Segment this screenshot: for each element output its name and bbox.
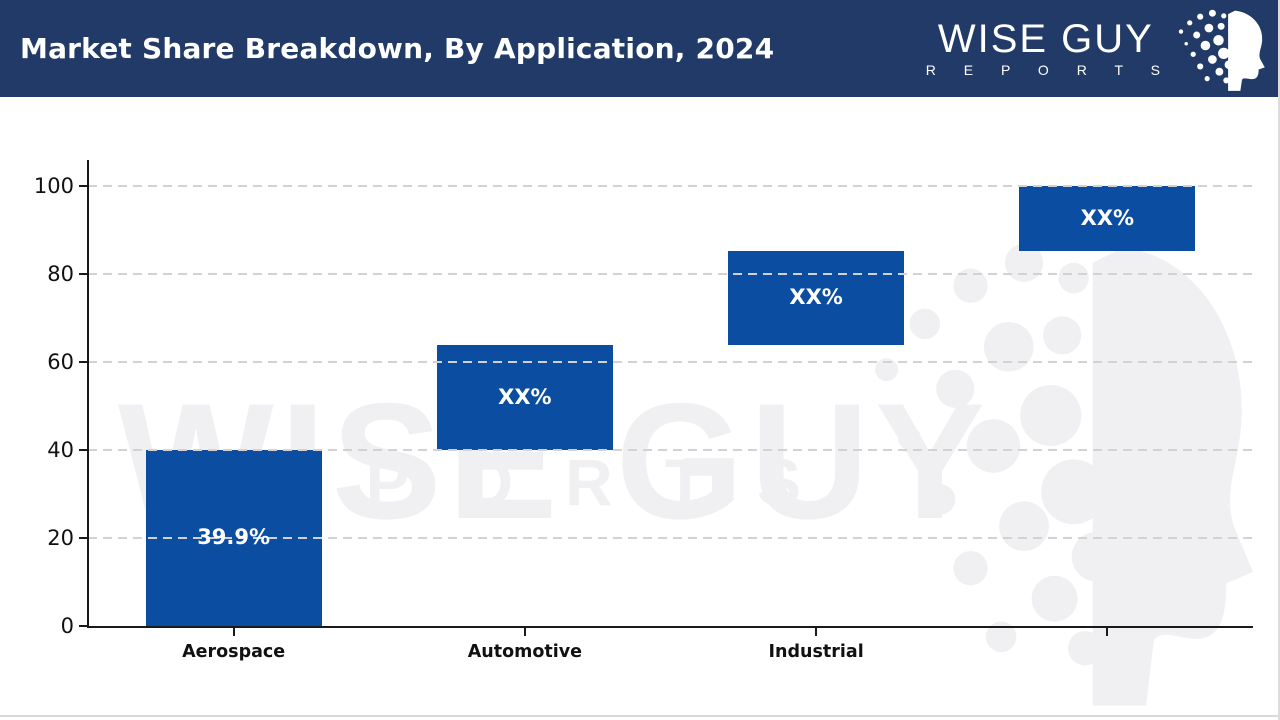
- y-tick-label-100: 100: [33, 174, 74, 198]
- x-tick-mark-marine: [1106, 628, 1109, 636]
- logo-text: WISE GUY R E P O R T S: [920, 19, 1172, 78]
- chart-title: Market Share Breakdown, By Application, …: [20, 32, 775, 65]
- gridline-40: [88, 449, 1253, 451]
- bar-industrial: [728, 251, 905, 346]
- x-tick-mark-industrial: [815, 628, 818, 636]
- x-tick-label-aerospace: Aerospace: [182, 642, 286, 662]
- x-tick-label-industrial: Industrial: [768, 642, 864, 662]
- y-tick-mark-40: [79, 449, 87, 451]
- bar-value-label-automotive: XX%: [498, 384, 552, 409]
- gridline-60: [88, 361, 1253, 363]
- y-tick-mark-20: [79, 537, 87, 539]
- y-tick-label-20: 20: [47, 526, 74, 550]
- x-tick-label-marine: Marine: [1073, 642, 1142, 662]
- x-tick-label-automotive: Automotive: [467, 642, 583, 662]
- bottom-border: [0, 715, 1278, 717]
- wise-guy-reports-logo: WISE GUY R E P O R T S: [920, 5, 1278, 93]
- y-tick-mark-60: [79, 361, 87, 363]
- gridline-80: [88, 273, 1253, 275]
- y-tick-label-60: 60: [47, 350, 74, 374]
- y-tick-mark-0: [79, 625, 87, 627]
- bar-value-label-marine: XX%: [1080, 205, 1135, 230]
- dotted-face-profile-icon: [1178, 9, 1265, 91]
- logo-subtitle: R E P O R T S: [925, 62, 1172, 78]
- x-axis-spine: [87, 626, 1253, 628]
- y-tick-label-40: 40: [47, 438, 74, 462]
- gridline-100: [88, 185, 1253, 187]
- bar-marine: [1019, 186, 1196, 252]
- y-tick-mark-80: [79, 273, 87, 275]
- x-tick-mark-aerospace: [232, 628, 235, 636]
- y-tick-label-0: 0: [60, 614, 74, 638]
- header: Market Share Breakdown, By Application, …: [0, 0, 1278, 97]
- plot-area: 0 20 40 60 80 100 39.9% Aerospace XX% Automotive X…: [0, 97, 1278, 720]
- x-tick-mark-automotive: [523, 628, 526, 636]
- y-tick-label-80: 80: [47, 262, 74, 286]
- bar-value-label-industrial: XX%: [789, 285, 843, 310]
- y-axis-spine: [87, 160, 89, 628]
- gridline-20: [88, 537, 1253, 539]
- y-tick-mark-100: [79, 185, 87, 187]
- bar-value-label-aerospace: 39.9%: [197, 525, 271, 550]
- logo-name: WISE GUY: [937, 17, 1154, 61]
